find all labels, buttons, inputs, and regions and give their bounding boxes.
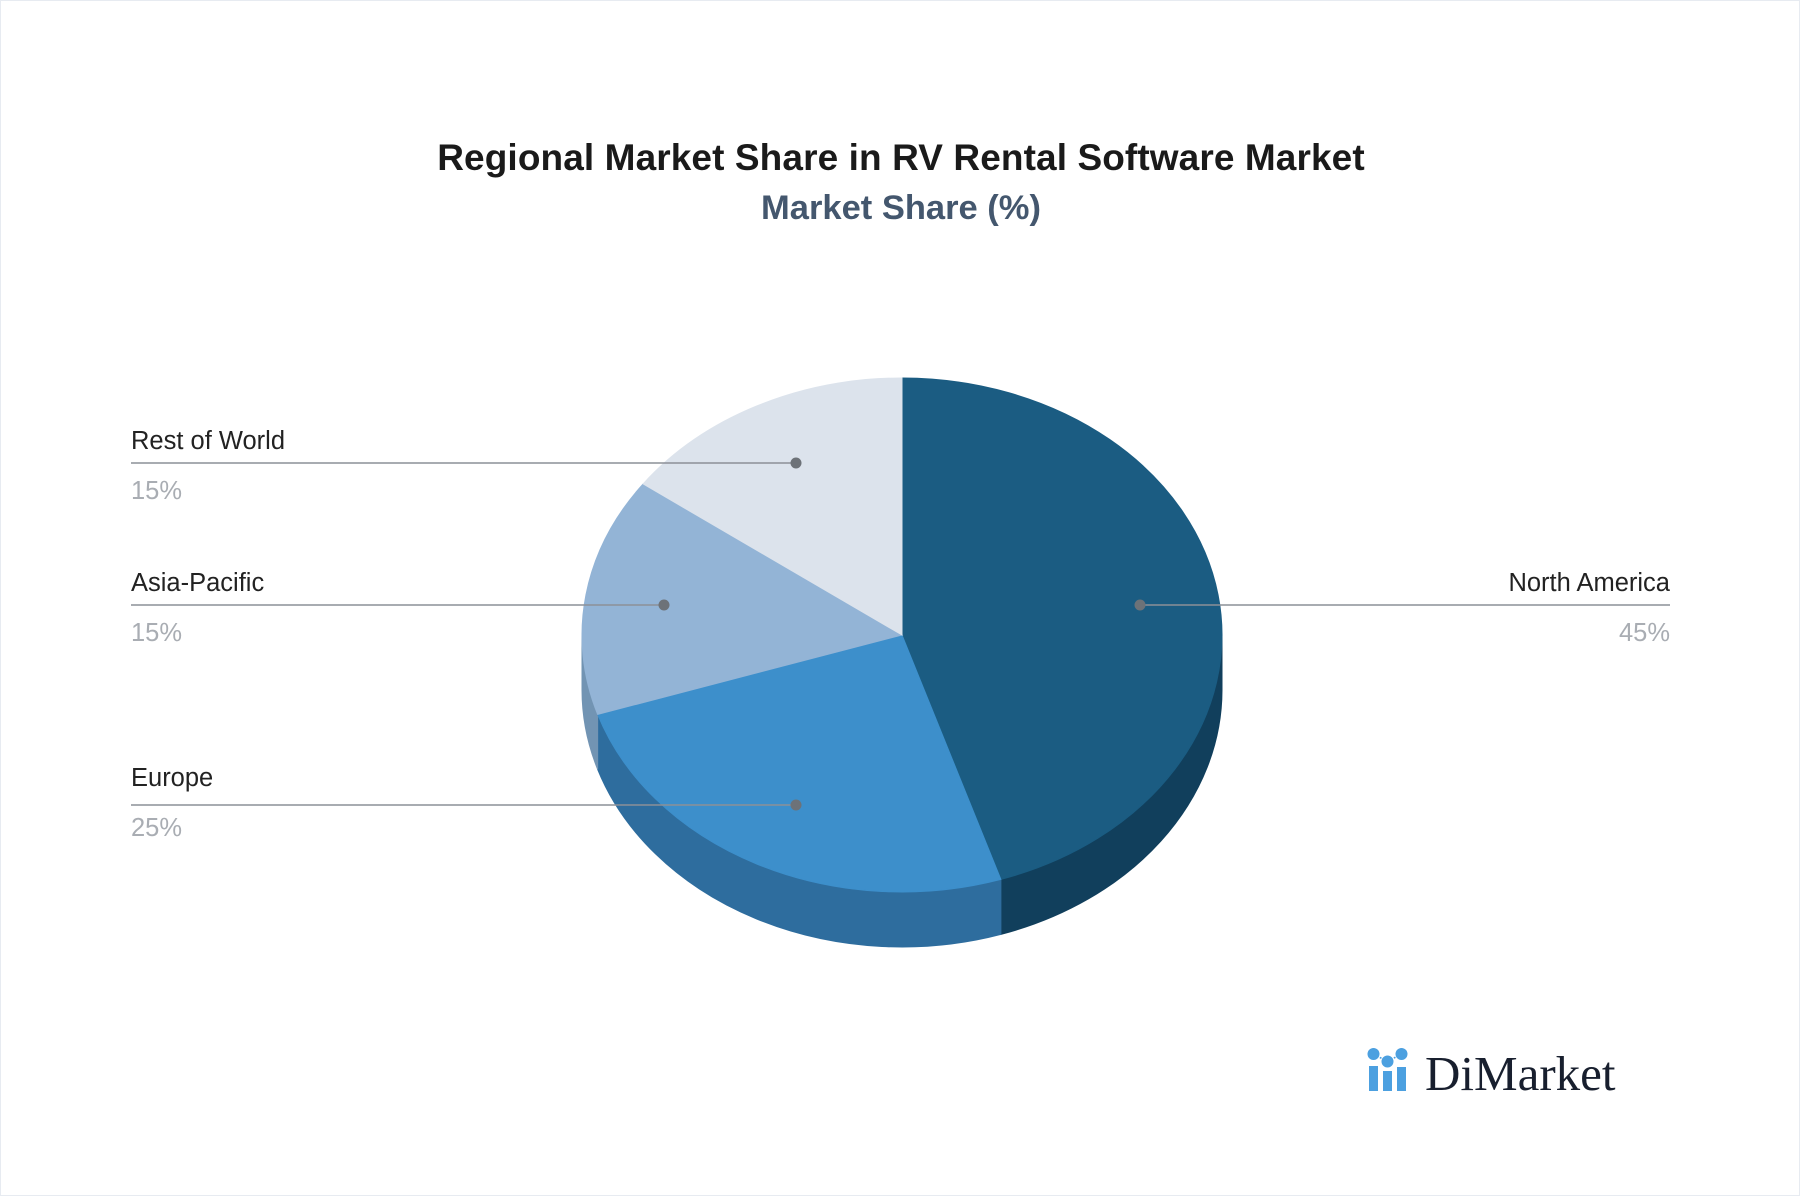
- svg-text:DiMarket: DiMarket: [1425, 1046, 1616, 1101]
